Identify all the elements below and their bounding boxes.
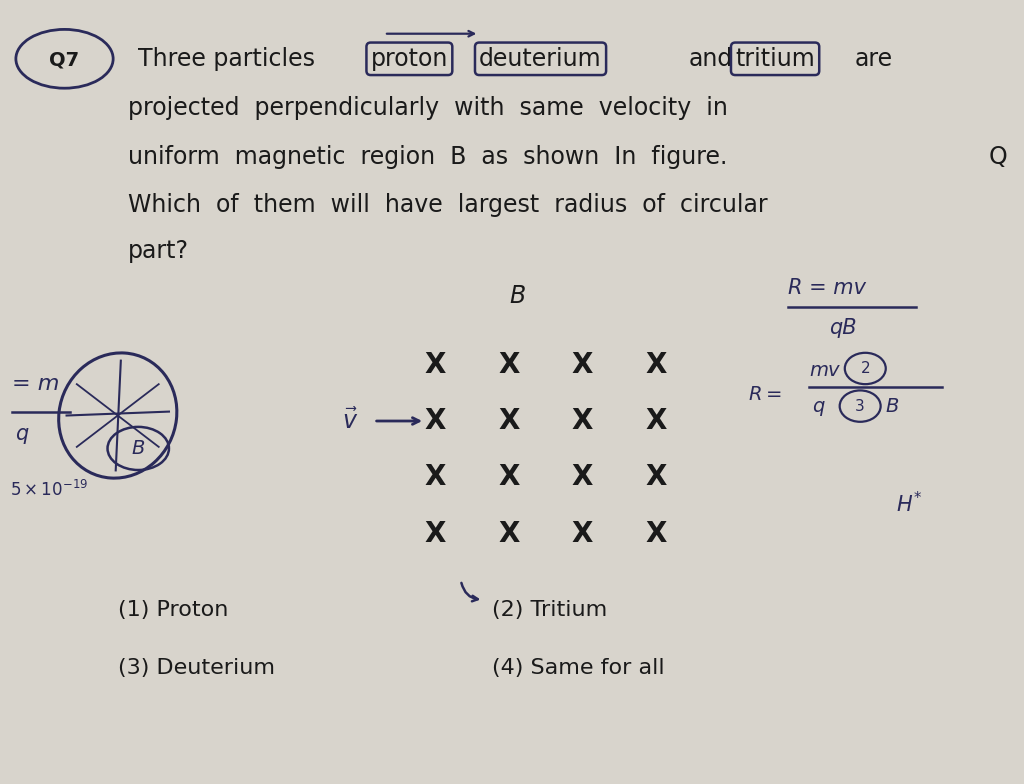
Text: Q7: Q7 — [49, 50, 80, 69]
Text: X: X — [572, 463, 593, 492]
Text: deuterium: deuterium — [479, 47, 602, 71]
Text: are: are — [855, 47, 893, 71]
Text: X: X — [499, 350, 519, 379]
Text: (2) Tritium: (2) Tritium — [492, 600, 607, 620]
Text: 3: 3 — [855, 398, 865, 414]
Text: mv: mv — [809, 361, 840, 380]
Text: X: X — [499, 520, 519, 548]
Text: X: X — [425, 350, 445, 379]
Text: Which  of  them  will  have  largest  radius  of  circular: Which of them will have largest radius o… — [128, 194, 768, 217]
Text: $R=$: $R=$ — [748, 385, 781, 404]
Text: X: X — [646, 407, 667, 435]
Text: X: X — [646, 520, 667, 548]
Text: X: X — [425, 407, 445, 435]
Text: X: X — [499, 463, 519, 492]
Text: X: X — [499, 407, 519, 435]
Text: X: X — [572, 350, 593, 379]
Text: q: q — [15, 423, 29, 444]
Text: B: B — [131, 439, 145, 458]
Text: R = mv: R = mv — [788, 278, 866, 298]
Text: uniform  magnetic  region  B  as  shown  In  figure.: uniform magnetic region B as shown In fi… — [128, 145, 727, 169]
Text: (3) Deuterium: (3) Deuterium — [118, 658, 274, 678]
Text: X: X — [572, 520, 593, 548]
Text: X: X — [425, 463, 445, 492]
Text: X: X — [646, 350, 667, 379]
Text: = m: = m — [12, 374, 59, 394]
Text: part?: part? — [128, 239, 189, 263]
Text: X: X — [425, 520, 445, 548]
Text: $5\times10^{-19}$: $5\times10^{-19}$ — [10, 480, 88, 500]
Text: Q: Q — [989, 145, 1008, 169]
Text: (4) Same for all: (4) Same for all — [492, 658, 665, 678]
Text: X: X — [646, 463, 667, 492]
Text: projected  perpendicularly  with  same  velocity  in: projected perpendicularly with same velo… — [128, 96, 728, 120]
Text: and: and — [688, 47, 732, 71]
Text: X: X — [572, 407, 593, 435]
Text: $H^{*}$: $H^{*}$ — [896, 491, 923, 516]
Text: qB: qB — [829, 318, 857, 338]
Text: proton: proton — [371, 47, 449, 71]
Text: Three particles: Three particles — [138, 47, 315, 71]
Text: B: B — [886, 397, 899, 416]
Text: $\vec{v}$: $\vec{v}$ — [342, 408, 358, 434]
Text: B: B — [509, 285, 525, 308]
Text: (1) Proton: (1) Proton — [118, 600, 228, 620]
Text: 2: 2 — [860, 361, 870, 376]
Text: tritium: tritium — [735, 47, 815, 71]
Text: q: q — [812, 397, 824, 416]
